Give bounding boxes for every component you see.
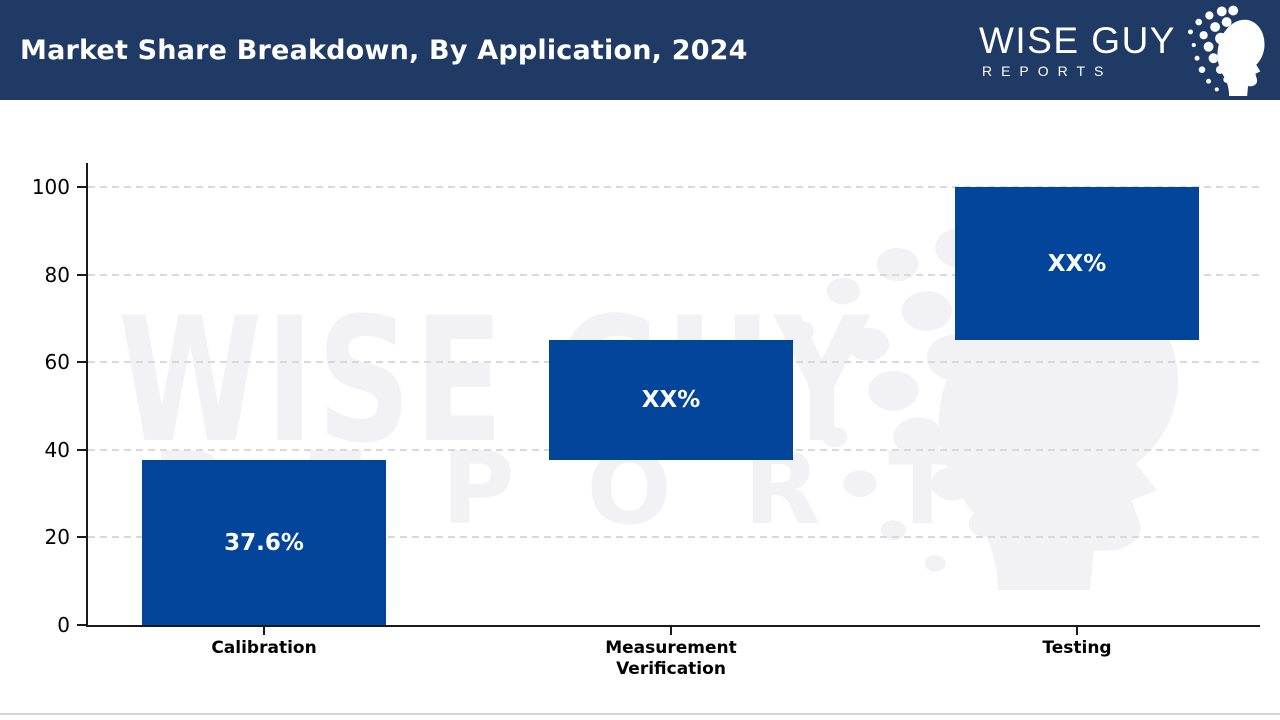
page-title: Market Share Breakdown, By Application, … (20, 34, 748, 66)
bar-value-label: XX% (641, 387, 701, 414)
y-tick (77, 186, 86, 189)
category-label-line: Verification (616, 659, 726, 679)
plot-area: 0 20 40 60 80 100 37.6% XX% XX% Calibration Measur… (0, 100, 1280, 720)
x-tick (1076, 627, 1078, 635)
head-profile-icon (1188, 5, 1265, 96)
y-tick (77, 536, 86, 539)
y-axis (86, 163, 88, 627)
bar-segment: XX% (955, 187, 1199, 341)
bottom-divider (0, 713, 1280, 715)
bar-segment: XX% (549, 340, 793, 461)
category-label: Calibration (114, 638, 414, 659)
wise-guy-logo: WISE GUY REPORTS (979, 4, 1280, 96)
logo-wordmark: WISE GUY (978, 19, 1176, 61)
y-tick (77, 624, 86, 626)
y-tick (77, 273, 86, 276)
y-tick-label: 60 (44, 350, 70, 375)
gridline (88, 273, 1260, 276)
y-tick (77, 448, 86, 451)
bar-segment: 37.6% (142, 460, 386, 625)
x-tick (670, 627, 672, 635)
category-label-line: Calibration (211, 638, 317, 658)
y-tick-label: 100 (31, 175, 70, 200)
category-label-line: Testing (1042, 638, 1112, 658)
y-tick-label: 20 (44, 525, 70, 550)
x-tick (263, 627, 265, 635)
gridline (88, 186, 1260, 189)
bar-value-label: XX% (1047, 250, 1107, 277)
category-label: Testing (927, 638, 1227, 659)
y-tick-label: 0 (57, 613, 70, 637)
y-tick-label: 40 (44, 437, 70, 462)
bar-value-label: 37.6% (224, 529, 304, 556)
logo-text: WISE GUY REPORTS (978, 19, 1176, 79)
x-axis (86, 625, 1260, 627)
header: Market Share Breakdown, By Application, … (0, 0, 1280, 100)
logo-subtext: REPORTS (981, 62, 1113, 79)
category-label-line: Measurement (605, 638, 737, 658)
y-tick-label: 80 (44, 262, 70, 287)
y-tick (77, 361, 86, 364)
gridline (88, 536, 1260, 539)
category-label: Measurement Verification (521, 638, 821, 680)
